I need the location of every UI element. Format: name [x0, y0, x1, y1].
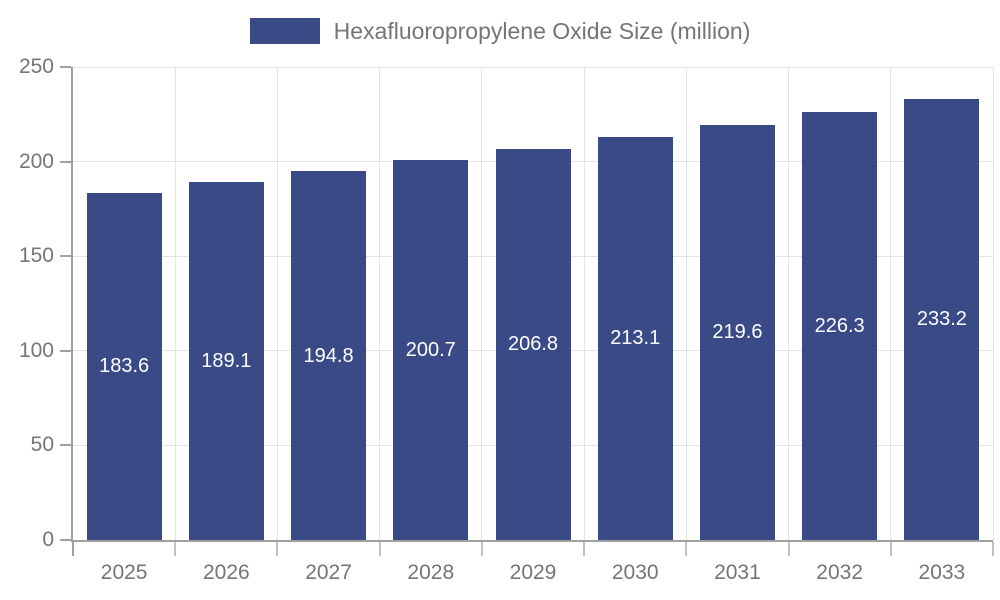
bar-2027[interactable]	[291, 171, 367, 540]
legend-swatch	[249, 18, 320, 44]
legend[interactable]: Hexafluoropropylene Oxide Size (million)	[0, 16, 1000, 46]
plot-area: 0 50 100 150 200 250 183.6 2025 189.1 2026 194.8 20…	[19, 55, 994, 584]
x-axis-tick	[480, 542, 483, 556]
bar-value-label: 194.8	[303, 344, 354, 367]
gridline-vertical	[788, 67, 790, 540]
y-axis-label: 100	[18, 338, 54, 362]
x-axis-line	[71, 540, 993, 542]
x-axis-tick	[583, 542, 586, 556]
x-axis-tick	[174, 542, 177, 556]
x-axis-tick	[685, 542, 688, 556]
gridline-vertical	[992, 67, 994, 540]
x-axis-tick	[992, 542, 994, 556]
y-axis-tick	[60, 160, 71, 163]
y-axis-label: 250	[18, 55, 54, 78]
bar-2029[interactable]	[495, 148, 571, 540]
y-axis-tick	[60, 255, 71, 258]
gridline-vertical	[890, 67, 892, 540]
bar-value-label: 200.7	[405, 339, 456, 362]
gridline-vertical	[174, 67, 176, 540]
x-axis-label: 2033	[918, 561, 966, 584]
bar-value-label: 233.2	[916, 308, 967, 331]
x-axis-label: 2028	[407, 561, 455, 584]
x-axis-tick	[889, 542, 892, 556]
gridline-horizontal	[73, 66, 993, 68]
bar-2026[interactable]	[188, 182, 264, 540]
x-axis-tick	[787, 542, 790, 556]
bar-2025[interactable]	[86, 192, 162, 540]
bar-2031[interactable]	[699, 124, 775, 540]
bar-2030[interactable]	[597, 136, 673, 540]
bar-value-label: 189.1	[201, 350, 252, 373]
x-axis-label: 2029	[509, 561, 557, 584]
bar-2032[interactable]	[802, 111, 878, 540]
gridline-vertical	[379, 67, 381, 540]
x-axis-label: 2032	[816, 561, 864, 584]
x-axis-label: 2025	[100, 561, 148, 584]
y-axis-label: 150	[18, 244, 54, 268]
bar-value-label: 213.1	[610, 327, 661, 350]
gridline-vertical	[583, 67, 585, 540]
x-axis-tick	[378, 542, 381, 556]
gridline-vertical	[276, 67, 278, 540]
x-axis-label: 2027	[305, 561, 352, 584]
y-axis-tick	[60, 66, 71, 68]
bar-value-label: 183.6	[99, 355, 150, 378]
legend-label: Hexafluoropropylene Oxide Size (million)	[333, 18, 751, 44]
y-axis-tick	[60, 349, 71, 352]
y-axis-line	[71, 67, 73, 542]
x-axis-label: 2031	[714, 561, 761, 584]
x-axis-label: 2026	[202, 561, 250, 584]
bar-value-label: 226.3	[814, 314, 865, 337]
y-axis-tick	[60, 539, 71, 541]
y-axis-tick	[60, 444, 71, 447]
bar-2033[interactable]	[904, 98, 980, 540]
gridline-vertical	[481, 67, 483, 540]
x-axis-tick	[72, 542, 74, 556]
bar-value-label: 219.6	[712, 321, 763, 344]
x-axis-label: 2030	[611, 561, 659, 584]
bar-2028[interactable]	[393, 160, 469, 540]
y-axis-label: 200	[18, 149, 54, 173]
gridline-vertical	[685, 67, 687, 540]
y-axis-label: 50	[30, 433, 54, 457]
bar-value-label: 206.8	[507, 333, 559, 356]
y-axis-label: 0	[42, 528, 54, 551]
x-axis-tick	[276, 542, 279, 556]
